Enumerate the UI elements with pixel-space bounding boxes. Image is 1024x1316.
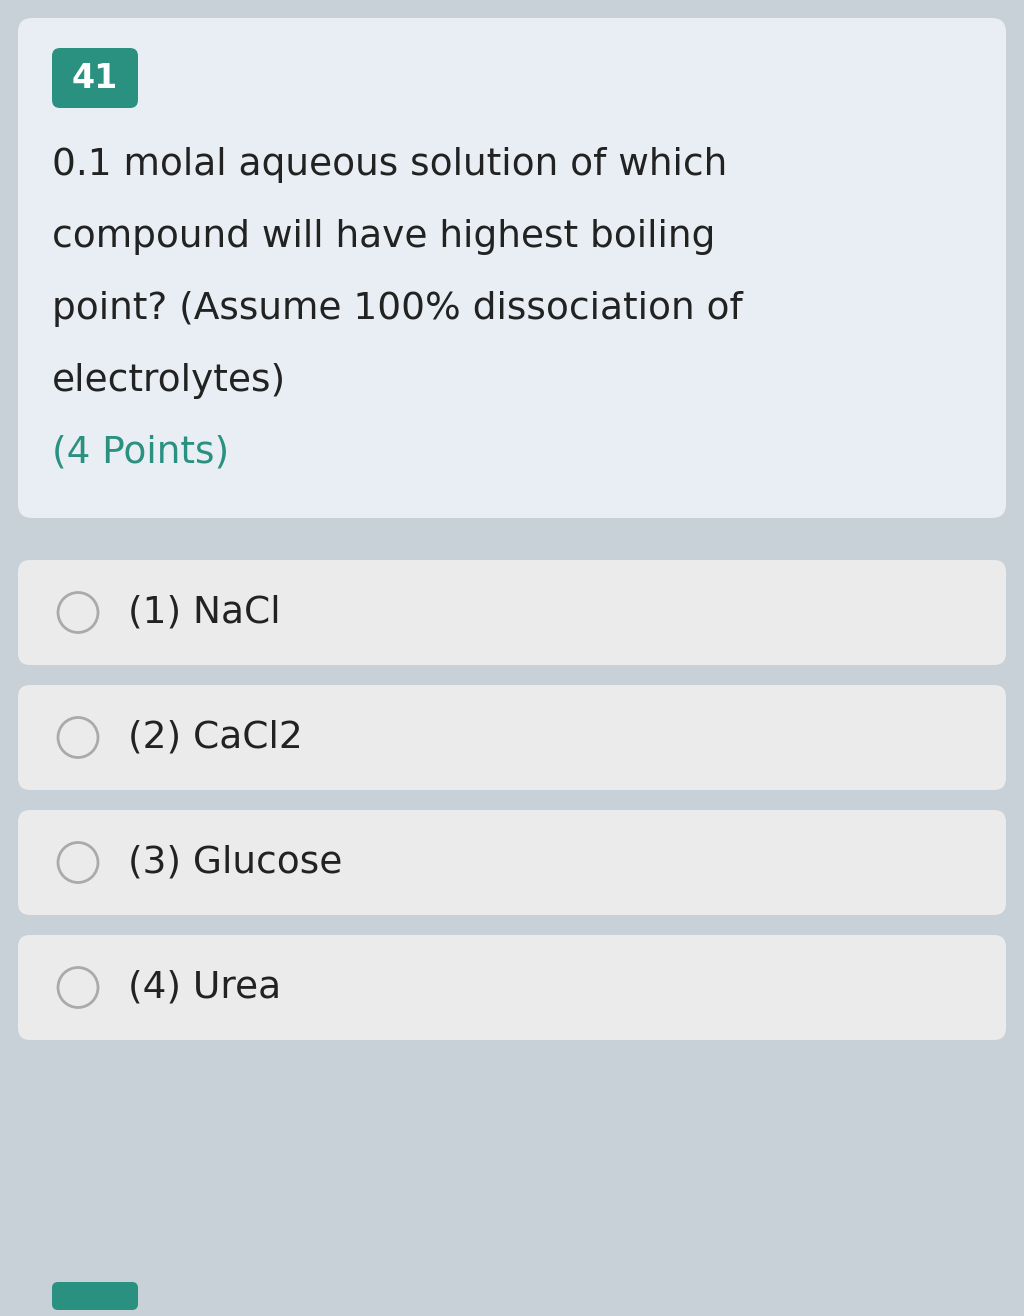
FancyBboxPatch shape	[18, 934, 1006, 1040]
FancyBboxPatch shape	[18, 561, 1006, 665]
FancyBboxPatch shape	[18, 686, 1006, 790]
Text: electrolytes): electrolytes)	[52, 363, 286, 399]
Text: 41: 41	[72, 62, 118, 95]
Text: (1) NaCl: (1) NaCl	[128, 595, 281, 630]
Text: (2) CaCl2: (2) CaCl2	[128, 720, 303, 755]
Text: (3) Glucose: (3) Glucose	[128, 845, 342, 880]
FancyBboxPatch shape	[18, 811, 1006, 915]
Text: 0.1 molal aqueous solution of which: 0.1 molal aqueous solution of which	[52, 147, 727, 183]
Text: (4 Points): (4 Points)	[52, 434, 229, 470]
FancyBboxPatch shape	[52, 1282, 138, 1309]
Text: point? (Assume 100% dissociation of: point? (Assume 100% dissociation of	[52, 291, 742, 326]
FancyBboxPatch shape	[18, 18, 1006, 519]
Text: compound will have highest boiling: compound will have highest boiling	[52, 218, 716, 255]
FancyBboxPatch shape	[52, 47, 138, 108]
Text: (4) Urea: (4) Urea	[128, 970, 282, 1005]
